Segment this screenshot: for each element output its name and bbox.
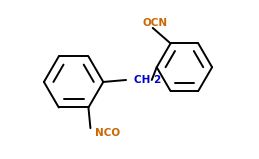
Text: NCO: NCO bbox=[95, 128, 120, 138]
Text: OCN: OCN bbox=[143, 18, 168, 28]
Text: CH 2: CH 2 bbox=[134, 75, 161, 85]
